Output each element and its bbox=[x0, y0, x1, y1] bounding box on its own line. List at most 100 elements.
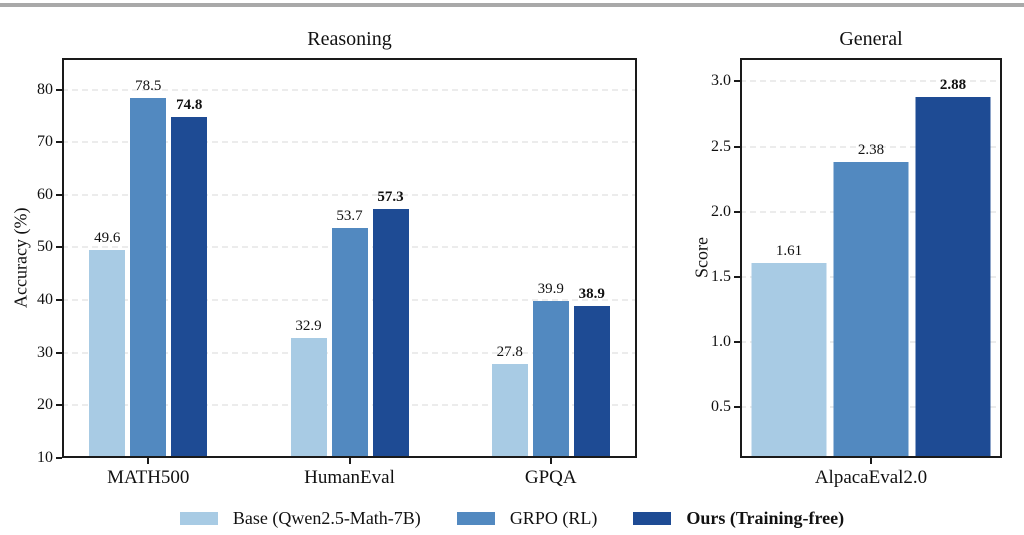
y-tick-label: 80 bbox=[37, 80, 53, 98]
y-tick-label: 50 bbox=[37, 238, 53, 256]
gridline bbox=[62, 89, 637, 91]
y-tick-label: 20 bbox=[37, 396, 53, 414]
y-tick-mark bbox=[734, 341, 740, 344]
bar-value-label: 49.6 bbox=[94, 229, 121, 246]
y-tick-mark bbox=[734, 275, 740, 278]
bar: 74.8 bbox=[171, 96, 208, 458]
bar-group: 32.9 53.7 57.3 bbox=[290, 189, 409, 458]
bar-value-label: 1.61 bbox=[775, 242, 803, 259]
bar-rect bbox=[130, 97, 167, 458]
gridline bbox=[740, 146, 1002, 148]
bar-group: 49.6 78.5 74.8 bbox=[89, 77, 208, 458]
legend-swatch bbox=[456, 511, 495, 525]
y-tick-mark bbox=[56, 193, 62, 196]
legend-item: GRPO (RL) bbox=[456, 507, 598, 529]
bar: 32.9 bbox=[290, 317, 327, 458]
bar-rect bbox=[331, 228, 368, 458]
bar: 1.61 bbox=[751, 242, 827, 458]
bar-value-label: 27.8 bbox=[496, 344, 523, 361]
bar-group: 1.61 2.38 2.88 bbox=[751, 77, 991, 458]
y-tick-mark bbox=[56, 141, 62, 144]
bar-rect bbox=[372, 209, 409, 458]
bar-value-label: 57.3 bbox=[377, 189, 404, 206]
bar-value-label: 2.38 bbox=[857, 142, 885, 159]
bar: 2.88 bbox=[915, 77, 991, 458]
bar: 49.6 bbox=[89, 229, 126, 458]
bar-value-label: 39.9 bbox=[537, 280, 564, 297]
legend-label: Ours (Training-free) bbox=[686, 507, 845, 528]
x-tick-mark bbox=[147, 458, 150, 464]
y-tick-mark bbox=[734, 406, 740, 409]
general-bars-layer: 1.61 2.38 2.88 bbox=[740, 58, 1002, 458]
legend-swatch bbox=[179, 511, 218, 525]
bar: 78.5 bbox=[130, 77, 167, 458]
y-tick-label: 2.5 bbox=[711, 137, 731, 155]
x-tick-mark bbox=[348, 458, 351, 464]
y-tick-mark bbox=[734, 145, 740, 148]
bar-value-label: 74.8 bbox=[176, 96, 203, 113]
y-tick-mark bbox=[56, 88, 62, 91]
gridline bbox=[62, 141, 637, 143]
y-tick-label: 0.5 bbox=[711, 398, 731, 416]
bar: 38.9 bbox=[573, 285, 610, 458]
legend-swatch bbox=[633, 511, 672, 525]
bar: 39.9 bbox=[532, 280, 569, 458]
y-tick-label: 3.0 bbox=[711, 72, 731, 90]
y-tick-label: 2.0 bbox=[711, 202, 731, 220]
y-tick-label: 1.0 bbox=[711, 333, 731, 351]
y-tick-label: 70 bbox=[37, 133, 53, 151]
general-y-axis-label: Score bbox=[691, 237, 712, 279]
bar-rect bbox=[573, 305, 610, 458]
legend-label: GRPO (RL) bbox=[509, 507, 598, 528]
x-tick-mark bbox=[549, 458, 552, 464]
y-tick-label: 40 bbox=[37, 291, 53, 309]
bar: 27.8 bbox=[491, 344, 528, 458]
legend-item: Ours (Training-free) bbox=[633, 508, 844, 529]
y-tick-label: 30 bbox=[37, 343, 53, 361]
bar-rect bbox=[915, 97, 991, 458]
bar: 53.7 bbox=[331, 208, 368, 458]
x-category-label: GPQA bbox=[524, 467, 577, 488]
general-chart-title: General bbox=[839, 28, 903, 50]
bar-value-label: 38.9 bbox=[578, 285, 605, 302]
bar-rect bbox=[171, 116, 208, 458]
y-tick-label: 60 bbox=[37, 185, 53, 203]
x-category-label: HumanEval bbox=[304, 467, 395, 488]
y-tick-mark bbox=[56, 457, 62, 459]
y-tick-label: 10 bbox=[37, 449, 53, 466]
gridline bbox=[740, 80, 1002, 82]
y-tick-mark bbox=[56, 246, 62, 249]
bar-value-label: 2.88 bbox=[939, 77, 967, 94]
y-tick-mark bbox=[56, 404, 62, 407]
y-tick-label: 1.5 bbox=[711, 267, 731, 285]
reasoning-chart-title: Reasoning bbox=[307, 28, 392, 50]
chart-legend: Base (Qwen2.5-Math-7B) GRPO (RL) Ours (Tra… bbox=[0, 505, 1024, 531]
gridline bbox=[62, 194, 637, 196]
legend-item: Base (Qwen2.5-Math-7B) bbox=[179, 507, 421, 529]
page-top-rule bbox=[0, 3, 1024, 7]
bar-value-label: 78.5 bbox=[135, 77, 162, 94]
x-category-label: AlpacaEval2.0 bbox=[814, 467, 928, 488]
reasoning-chart: Reasoning Accuracy (%) 49.6 78.5 74.8 32.9 5… bbox=[11, 28, 637, 488]
bar-rect bbox=[751, 262, 827, 458]
x-tick-mark bbox=[870, 458, 872, 464]
y-tick-mark bbox=[56, 299, 62, 302]
bar: 57.3 bbox=[372, 189, 409, 458]
bar: 2.38 bbox=[833, 142, 909, 458]
bar-rect bbox=[89, 249, 126, 458]
y-tick-mark bbox=[56, 351, 62, 354]
bar-rect bbox=[290, 337, 327, 458]
legend-label: Base (Qwen2.5-Math-7B) bbox=[232, 507, 421, 528]
reasoning-bars-layer: 49.6 78.5 74.8 32.9 53.7 57.3 27.8 39.9 38.9 bbox=[62, 58, 637, 458]
bar-rect bbox=[491, 364, 528, 458]
bar-rect bbox=[833, 162, 909, 458]
y-tick-mark bbox=[734, 210, 740, 213]
bar-group: 27.8 39.9 38.9 bbox=[491, 280, 610, 458]
general-chart: General Score 1.61 2.38 2.88 0.5 1.0 1.5 2.0 2… bbox=[692, 28, 1002, 488]
bar-rect bbox=[532, 300, 569, 458]
bar-value-label: 53.7 bbox=[336, 208, 363, 224]
y-tick-mark bbox=[734, 80, 740, 83]
bar-value-label: 32.9 bbox=[295, 317, 322, 334]
x-category-label: MATH500 bbox=[107, 467, 190, 488]
